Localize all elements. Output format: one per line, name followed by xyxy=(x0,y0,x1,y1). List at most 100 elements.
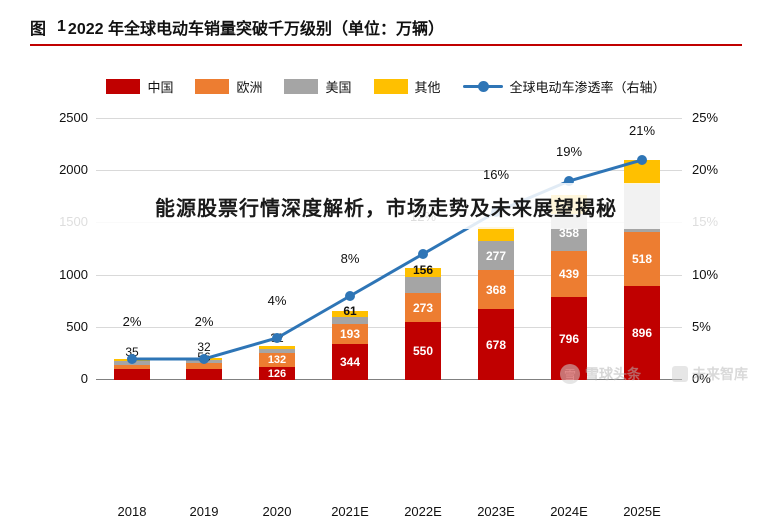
xtick-2022: 2022E xyxy=(404,504,442,519)
line-label-2018: 2% xyxy=(122,314,142,329)
bar-seg-europe-2021: 193 xyxy=(332,324,368,344)
bar-value-china-2023: 678 xyxy=(485,337,507,352)
bar-seg-europe-2020: 132 xyxy=(259,353,295,367)
legend-item-other: 其他 xyxy=(373,77,441,96)
watermark-source-text: 未来智库 xyxy=(692,366,748,382)
ytick-1000: 1000 xyxy=(59,267,88,282)
bar-seg-europe-2019 xyxy=(186,363,222,369)
bar-seg-europe-2018 xyxy=(114,365,150,369)
line-label-2025: 21% xyxy=(628,123,656,138)
bar-label-usa-2021: 61 xyxy=(343,304,357,318)
line-label-2024: 19% xyxy=(555,144,583,159)
line-label-2019: 2% xyxy=(194,314,214,329)
chart-legend: 中国 欧洲 美国 其他 全球电动车渗透率（右轴） xyxy=(30,68,742,104)
legend-label-other: 其他 xyxy=(414,79,441,95)
bar-seg-other-2021 xyxy=(332,311,368,317)
gridline-2000 xyxy=(96,170,682,171)
bar-value-china-2020: 126 xyxy=(267,367,287,380)
bar-seg-china-2022: 550 xyxy=(405,322,441,380)
bar-seg-china-2020: 126 xyxy=(259,367,295,380)
bar-value-europe-2021: 193 xyxy=(339,327,361,341)
bar-seg-usa-2020 xyxy=(259,349,295,353)
bar-seg-other-2022 xyxy=(405,268,441,277)
bar-seg-other-2020 xyxy=(259,346,295,349)
bar-seg-china-2025: 896 xyxy=(624,286,660,380)
ytick-2000: 2000 xyxy=(59,162,88,177)
figure-title-number: 1 xyxy=(57,18,66,35)
figure-title: 图 1 2022 年全球电动车销量突破千万级别（单位：万辆） xyxy=(30,10,742,44)
legend-line-penetration xyxy=(462,79,503,94)
legend-item-china: 中国 xyxy=(106,77,173,96)
bar-value-usa-2024: 358 xyxy=(558,225,580,240)
legend-label-penetration: 全球电动车渗透率（右轴） xyxy=(509,79,666,95)
bar-seg-europe-2025: 518 xyxy=(624,232,660,286)
overlay-banner-text: 能源股票行情深度解析，市场走势及未来展望揭秘 xyxy=(155,197,617,220)
x-axis-line xyxy=(96,379,682,380)
ytick-500: 500 xyxy=(66,319,88,334)
legend-swatch-china xyxy=(106,78,141,94)
line-label-2023: 16% xyxy=(482,167,510,182)
watermark-source: 未来智库 xyxy=(672,364,748,384)
xtick-2023: 2023E xyxy=(477,504,515,519)
bar-seg-europe-2022: 273 xyxy=(405,293,441,322)
bar-seg-china-2021: 344 xyxy=(332,344,368,380)
legend-label-china: 中国 xyxy=(147,79,174,95)
bar-value-china-2022: 550 xyxy=(412,344,434,358)
ytick2-20: 20% xyxy=(692,162,719,177)
bar-seg-china-2019 xyxy=(186,369,222,380)
title-divider xyxy=(30,44,742,46)
bar-seg-other-2023 xyxy=(478,227,514,241)
bar-value-europe-2022: 273 xyxy=(412,300,434,315)
legend-item-usa: 美国 xyxy=(284,77,352,96)
bar-value-europe-2024: 439 xyxy=(558,267,580,281)
bar-value-europe-2025: 518 xyxy=(631,252,653,266)
bar-label-usa-2019: 32 xyxy=(197,340,211,354)
overlay-banner: 能源股票行情深度解析，市场走势及未来展望揭秘 xyxy=(0,183,772,229)
penetration-line xyxy=(127,155,647,364)
gridline-2500 xyxy=(96,118,682,119)
xtick-2018: 2018 xyxy=(117,504,147,519)
xtick-2021: 2021E xyxy=(331,504,369,519)
legend-label-usa: 美国 xyxy=(325,79,352,95)
legend-item-europe: 欧洲 xyxy=(195,77,262,96)
bar-value-europe-2020: 132 xyxy=(267,354,287,366)
watermark-snowball-text: 雪球头条 xyxy=(585,366,641,382)
ytick2-10: 10% xyxy=(692,267,719,282)
gridline-500 xyxy=(96,327,682,328)
ytick-0: 0 xyxy=(80,371,88,386)
ytick2-0: 0% xyxy=(692,371,711,386)
bar-seg-china-2023: 678 xyxy=(478,309,514,380)
legend-swatch-europe xyxy=(195,78,230,94)
bar-seg-china-2018 xyxy=(114,369,150,380)
bar-value-usa-2023: 277 xyxy=(485,248,507,263)
bar-seg-usa-2023: 277 xyxy=(478,241,514,270)
source-logo-icon xyxy=(672,366,688,382)
figure-title-text: 2022 年全球电动车销量突破千万级别（单位：万辆） xyxy=(67,21,444,38)
ytick-2500: 2500 xyxy=(59,110,88,125)
figure-title-tag: 图 xyxy=(30,21,48,38)
xtick-2019: 2019 xyxy=(189,504,219,519)
bar-seg-europe-2023: 368 xyxy=(478,270,514,309)
bar-seg-usa-2022 xyxy=(405,277,441,293)
watermark-snowball: 雪 雪球头条 xyxy=(560,364,641,384)
legend-item-penetration: 全球电动车渗透率（右轴） xyxy=(462,77,666,96)
snowball-logo-icon: 雪 xyxy=(560,364,580,384)
chart-figure: 图 1 2022 年全球电动车销量突破千万级别（单位：万辆） 中国 欧洲 美国 … xyxy=(0,10,772,519)
line-label-2020: 4% xyxy=(267,293,287,308)
xtick-2025: 2025E xyxy=(623,504,661,519)
bar-seg-usa-2021 xyxy=(332,317,368,324)
bar-value-europe-2023: 368 xyxy=(485,282,507,297)
legend-swatch-other xyxy=(373,78,408,94)
gridline-1000 xyxy=(96,275,682,276)
bar-seg-europe-2024: 439 xyxy=(551,251,587,297)
ytick2-5: 5% xyxy=(692,319,711,334)
xtick-2024: 2024E xyxy=(550,504,588,519)
xtick-2020: 2020 xyxy=(262,504,292,519)
plot-area: 2500 2000 1500 1000 500 0 25% 20% 15% 10… xyxy=(59,110,718,519)
bar-label-usa-2022: 156 xyxy=(412,263,434,277)
legend-swatch-usa xyxy=(284,78,319,94)
ytick2-25: 25% xyxy=(692,110,719,125)
line-label-2021: 8% xyxy=(340,251,360,266)
bar-value-china-2025: 896 xyxy=(631,326,653,340)
bar-value-china-2024: 796 xyxy=(558,331,580,346)
